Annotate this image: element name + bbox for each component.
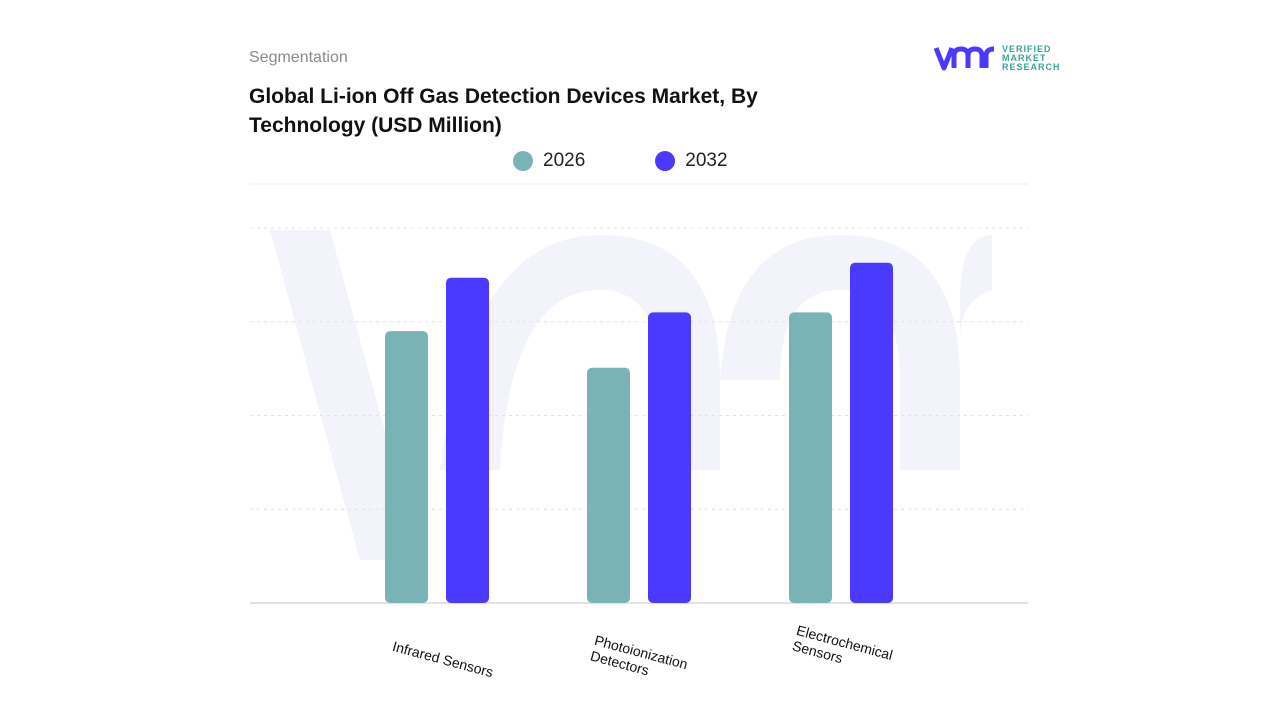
logo-line3: RESEARCH: [1002, 61, 1061, 72]
legend-label: 2026: [543, 150, 586, 171]
logo-line1: VERIFIED: [1002, 43, 1052, 54]
bar-2032-photoionization-detectors: [648, 312, 691, 603]
logo: VERIFIED MARKET RESEARCH: [934, 44, 1061, 72]
legend-swatch: [513, 151, 533, 171]
legend-item-2026: 2026: [513, 150, 585, 172]
bar-2032-infrared-sensors: [446, 277, 489, 603]
logo-line2: MARKET: [1002, 52, 1047, 63]
bar-2026-infrared-sensors: [385, 331, 428, 603]
bar-2026-electrochemical-sensors: [789, 312, 832, 603]
legend: 2026 2032: [513, 150, 728, 172]
bar-2026-photoionization-detectors: [587, 367, 630, 603]
chart-title: Global Li-ion Off Gas Detection Devices …: [249, 85, 758, 137]
legend-item-2032: 2032: [655, 150, 728, 172]
legend-swatch: [655, 151, 676, 171]
legend-label: 2032: [685, 150, 728, 171]
segment-label: Segmentation: [249, 49, 348, 66]
vmr-logo-icon: [934, 46, 995, 71]
bar-2032-electrochemical-sensors: [850, 262, 893, 603]
watermark: [270, 230, 992, 560]
